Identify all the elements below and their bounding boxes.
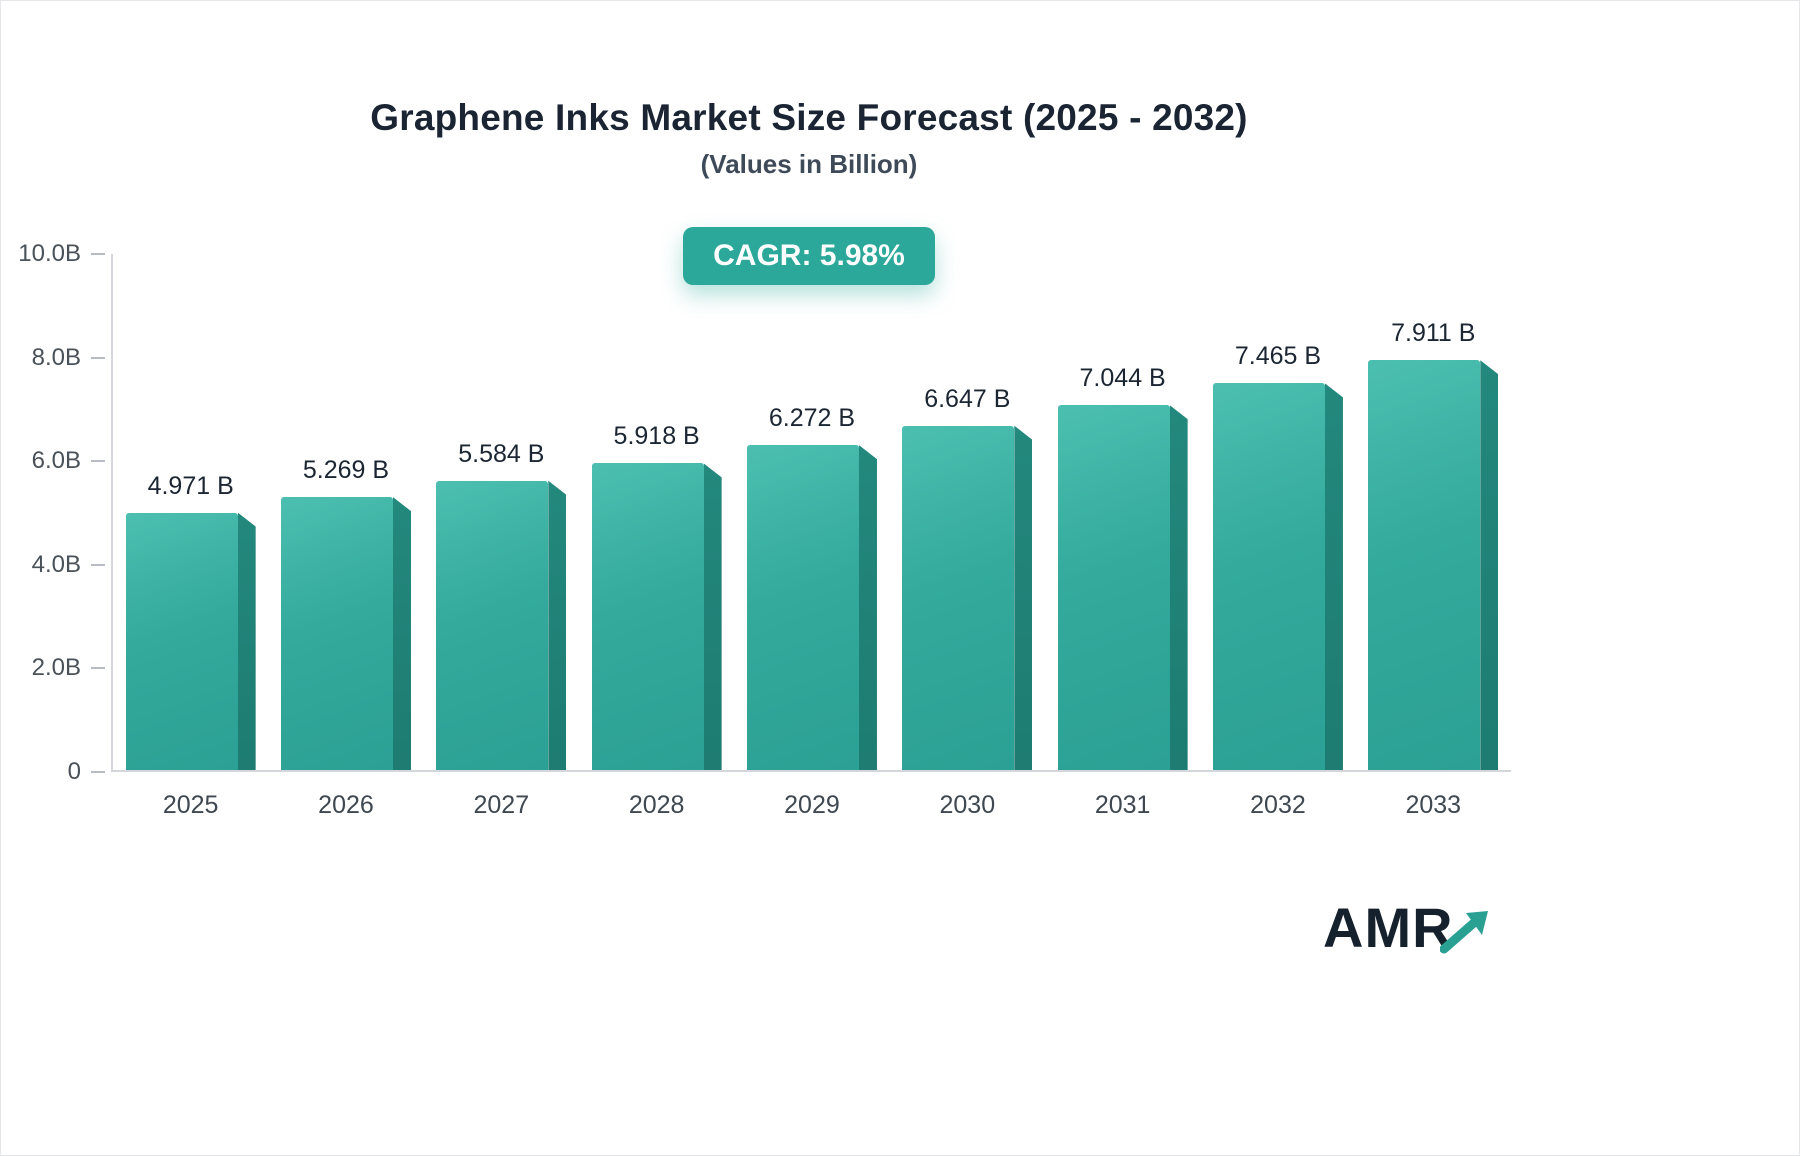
y-tick-row: 4.0B (32, 551, 105, 579)
bar-value-label: 7.911 B (1391, 319, 1476, 348)
y-tick-dash (91, 771, 105, 773)
bar-side-face (1324, 383, 1343, 770)
bar-front-face (436, 480, 549, 770)
bar-side-face (1014, 425, 1033, 770)
bar-group: 4.971 B 2025 (113, 254, 268, 819)
bar-group: 6.647 B 2030 (890, 254, 1045, 819)
bar-front-face (1368, 360, 1481, 770)
bar-side-face (1480, 360, 1499, 770)
bars-container: 4.971 B 2025 5.269 B 2026 5.584 B 2027 5.918 B… (113, 254, 1511, 819)
bar-value-label: 4.971 B (147, 471, 234, 500)
x-axis-label: 2025 (162, 791, 219, 819)
bar-value-label: 5.584 B (458, 439, 545, 468)
bar (591, 463, 722, 770)
bar-side-face (548, 480, 567, 770)
y-tick-dash (91, 356, 105, 359)
y-tick-label: 4.0B (31, 550, 81, 578)
bar-side-face (858, 445, 877, 770)
bar-front-face (125, 512, 238, 770)
y-tick-dash (91, 460, 105, 463)
amr-logo: AMR (1323, 895, 1492, 960)
x-axis-label: 2031 (1094, 791, 1151, 819)
bar (280, 497, 411, 770)
bar-front-face (902, 425, 1015, 770)
bar-side-face (1169, 405, 1188, 770)
y-tick-row: 10.0B (18, 240, 105, 268)
badge-row: CAGR: 5.98% (1, 227, 1617, 285)
y-tick-row: 2.0B (32, 654, 105, 682)
plot-area: 4.971 B 2025 5.269 B 2026 5.584 B 2027 5.918 B… (111, 254, 1511, 819)
bar-front-face (1057, 405, 1170, 770)
bar-value-label: 7.044 B (1079, 364, 1166, 393)
bar-group: 5.584 B 2027 (424, 254, 579, 819)
bar (1212, 383, 1343, 770)
amr-logo-text: AMR (1323, 896, 1454, 959)
bar-side-face (237, 512, 256, 770)
bar-group: 6.272 B 2029 (734, 254, 889, 819)
cagr-badge: CAGR: 5.98% (683, 227, 935, 285)
bar-front-face (591, 463, 704, 770)
page-title: Graphene Inks Market Size Forecast (2025… (370, 97, 1248, 138)
y-tick-label: 2.0B (31, 654, 81, 682)
x-axis-label: 2027 (473, 791, 530, 819)
bar-group: 5.918 B 2028 (579, 254, 734, 819)
bar-group: 7.465 B 2032 (1200, 254, 1355, 819)
x-axis-label: 2028 (628, 791, 685, 819)
bar-value-label: 5.269 B (302, 456, 390, 485)
bar (1057, 405, 1188, 770)
x-axis-label: 2032 (1250, 791, 1306, 819)
bar-value-label: 7.465 B (1234, 342, 1322, 371)
bar-side-face (703, 463, 722, 770)
bar-front-face (280, 497, 393, 770)
bar-group: 5.269 B 2026 (268, 254, 423, 819)
x-axis-label: 2030 (939, 791, 996, 819)
bar (436, 480, 567, 770)
chart-wrapper: Graphene Inks Market Size Forecast (2025… (1, 1, 1617, 1155)
bar (1368, 360, 1499, 770)
y-tick-label: 0 (67, 758, 81, 785)
y-tick-label: 8.0B (31, 343, 81, 371)
bar-side-face (392, 497, 411, 770)
y-tick-row: 8.0B (32, 344, 105, 372)
y-tick-label: 6.0B (31, 447, 81, 475)
y-tick-dash (91, 253, 105, 255)
bar-group: 7.044 B 2031 (1045, 254, 1200, 819)
bar (746, 445, 877, 770)
bar-front-face (1212, 383, 1325, 770)
y-axis-labels: 10.0B 8.0B 6.0B 4.0B 2.0B 0 (1, 240, 105, 785)
x-axis-label: 2029 (784, 791, 840, 819)
y-tick-row: 0 (68, 758, 105, 786)
bar (902, 425, 1033, 770)
y-tick-row: 6.0B (32, 447, 105, 475)
y-tick-dash (91, 563, 105, 566)
bar-value-label: 6.647 B (924, 384, 1011, 413)
y-tick-label: 10.0B (18, 240, 81, 267)
y-tick-dash (91, 667, 105, 670)
bar-value-label: 6.272 B (768, 404, 856, 433)
page-subtitle: (Values in Billion) (700, 149, 918, 179)
x-axis-label: 2026 (318, 791, 374, 819)
bar (125, 512, 256, 770)
bar-front-face (746, 445, 859, 770)
x-axis-label: 2033 (1405, 791, 1462, 819)
trend-up-arrow-icon (1439, 910, 1488, 953)
bar-value-label: 5.918 B (613, 422, 700, 451)
bar-group: 7.911 B 2033 (1356, 254, 1511, 819)
